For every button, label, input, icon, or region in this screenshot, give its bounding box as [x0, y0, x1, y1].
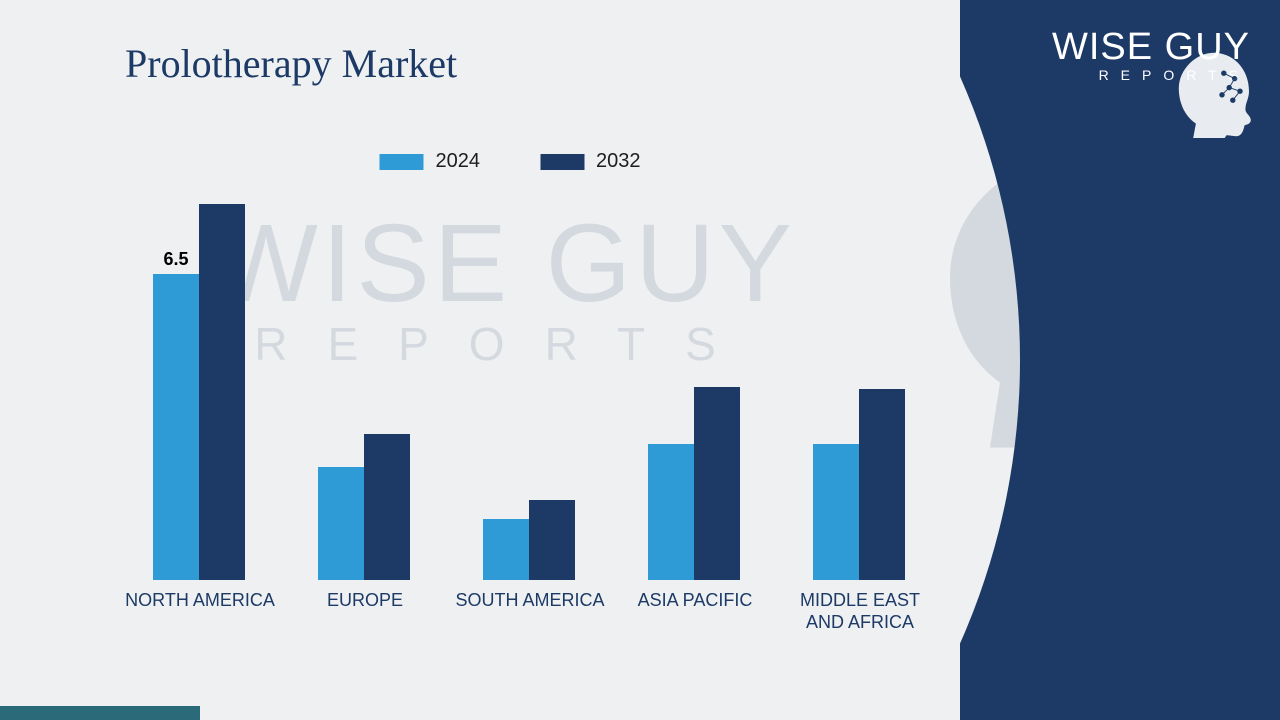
legend-swatch-2032	[540, 154, 584, 170]
stage: WISE GUY REPORTS Prolotherapy Market WIS…	[0, 0, 1280, 720]
bottom-accent-bar	[0, 706, 200, 720]
bar	[199, 204, 245, 580]
legend: 2024 2032	[380, 150, 641, 173]
bar	[859, 389, 905, 580]
bar	[364, 434, 410, 580]
category-label: ASIA PACIFIC	[615, 590, 775, 612]
bar	[153, 274, 199, 580]
chart-title: Prolotherapy Market	[125, 40, 457, 87]
category-label: MIDDLE EAST AND AFRICA	[780, 590, 940, 633]
category-label: NORTH AMERICA	[120, 590, 280, 612]
bar	[694, 387, 740, 580]
logo-head-icon	[1168, 48, 1258, 138]
bar	[648, 444, 694, 580]
bar	[483, 519, 529, 580]
plot-area: 6.5NORTH AMERICAEUROPESOUTH AMERICAASIA …	[135, 180, 945, 580]
legend-item-2032: 2032	[540, 150, 641, 173]
legend-label-2024: 2024	[436, 150, 481, 173]
legend-item-2024: 2024	[380, 150, 481, 173]
category-label: EUROPE	[285, 590, 445, 612]
bar	[813, 444, 859, 580]
legend-label-2032: 2032	[596, 150, 641, 173]
category-label: SOUTH AMERICA	[450, 590, 610, 612]
bar-value-label: 6.5	[153, 249, 199, 270]
legend-swatch-2024	[380, 154, 424, 170]
brand-logo: WISE GUY REPORTS	[1052, 28, 1250, 82]
bar	[318, 467, 364, 580]
bar	[529, 500, 575, 580]
head-silhouette-decoration	[940, 150, 1200, 450]
bar-chart: Market Size in USD Billion 2024 2032 6.5…	[60, 150, 960, 670]
